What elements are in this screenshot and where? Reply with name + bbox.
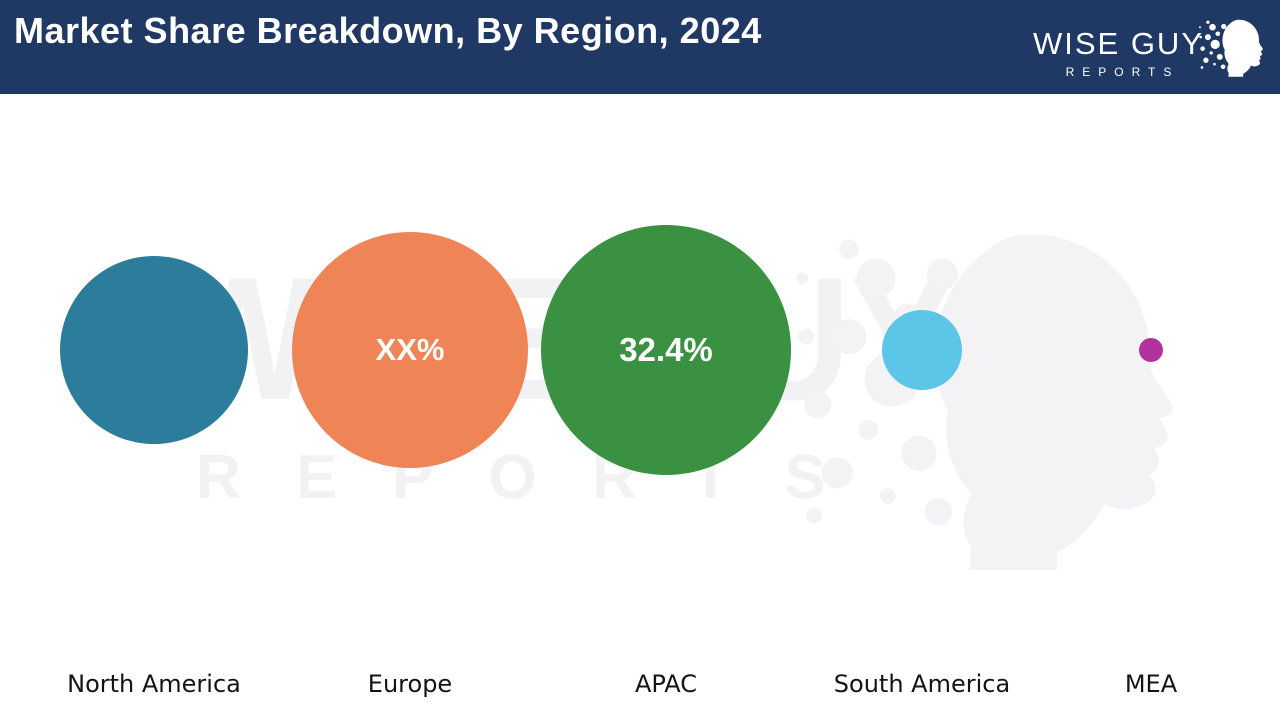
- watermark-reports-text: REPORTS: [196, 443, 881, 512]
- bubble-mea: [1139, 338, 1163, 362]
- wise-guy-reports-logo: WISE GUY REPORTS: [1033, 4, 1264, 90]
- watermark-head-icon: [780, 220, 1190, 570]
- bubble-value-label: 32.4%: [619, 331, 713, 368]
- logo-head-icon: [1198, 4, 1264, 90]
- bubble-value-label: XX%: [375, 332, 445, 367]
- bubble-north-america: [60, 256, 248, 444]
- header: Market Share Breakdown, By Region, 2024 …: [0, 0, 1280, 94]
- bubble-apac: 32.4%: [541, 225, 791, 475]
- region-label-apac: APAC: [634, 670, 698, 698]
- bubble-europe: XX%: [292, 232, 528, 468]
- logo-wordmark: WISE GUY: [1032, 25, 1204, 61]
- region-label-mea: MEA: [1124, 670, 1178, 698]
- logo-reports-text: REPORTS: [1065, 64, 1180, 79]
- region-label-north-america: North America: [67, 670, 241, 698]
- logo-text: WISE GUY REPORTS: [1033, 26, 1204, 79]
- region-label-south-america: South America: [833, 670, 1011, 698]
- page-title: Market Share Breakdown, By Region, 2024: [14, 10, 762, 51]
- region-label-europe: Europe: [367, 670, 453, 698]
- bubble-south-america: [882, 310, 962, 390]
